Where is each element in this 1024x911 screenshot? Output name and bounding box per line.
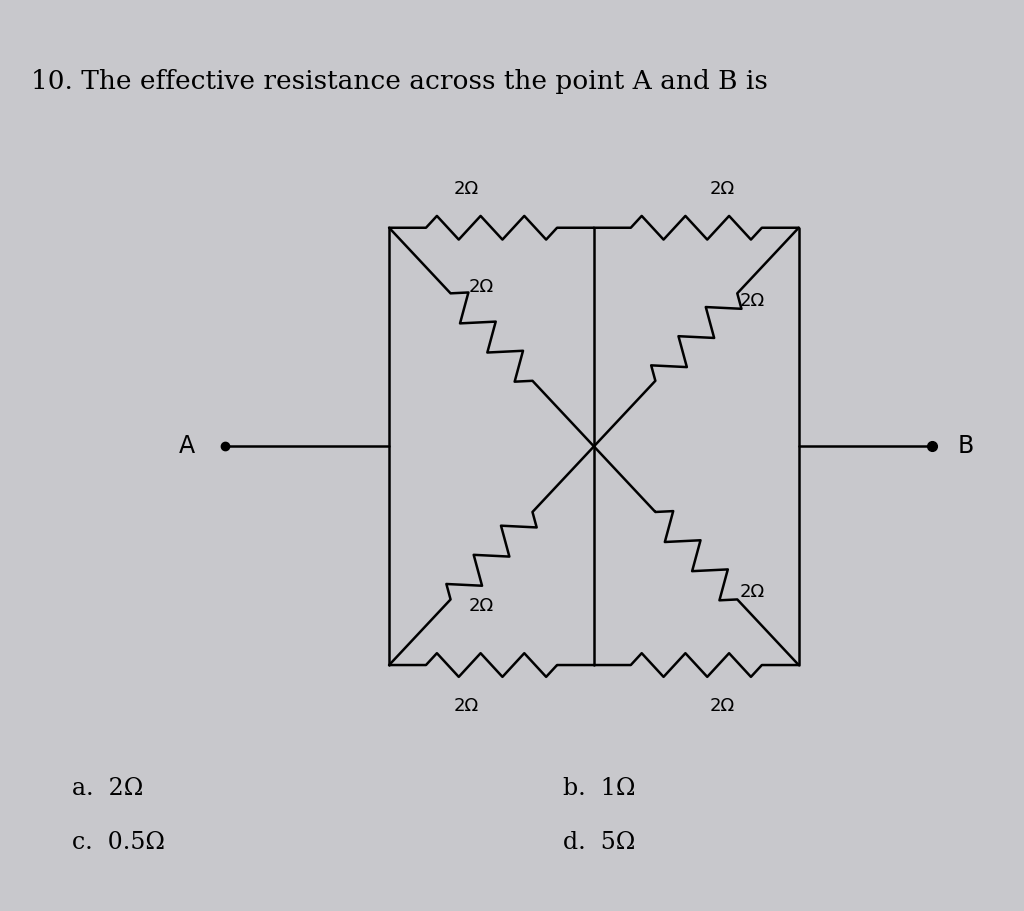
Text: d.  5Ω: d. 5Ω	[563, 831, 636, 855]
Text: 2Ω: 2Ω	[469, 278, 494, 296]
Text: 2Ω: 2Ω	[469, 597, 494, 615]
Text: 2Ω: 2Ω	[710, 697, 734, 715]
Text: B: B	[957, 435, 974, 458]
Text: 2Ω: 2Ω	[740, 583, 765, 601]
Text: 10. The effective resistance across the point A and B is: 10. The effective resistance across the …	[31, 69, 768, 95]
Text: 2Ω: 2Ω	[454, 180, 478, 199]
Text: c.  0.5Ω: c. 0.5Ω	[72, 831, 165, 855]
Text: A: A	[178, 435, 195, 458]
Text: b.  1Ω: b. 1Ω	[563, 776, 636, 800]
Text: a.  2Ω: a. 2Ω	[72, 776, 143, 800]
Text: 2Ω: 2Ω	[454, 697, 478, 715]
Text: 2Ω: 2Ω	[740, 292, 765, 310]
Text: 2Ω: 2Ω	[710, 180, 734, 199]
